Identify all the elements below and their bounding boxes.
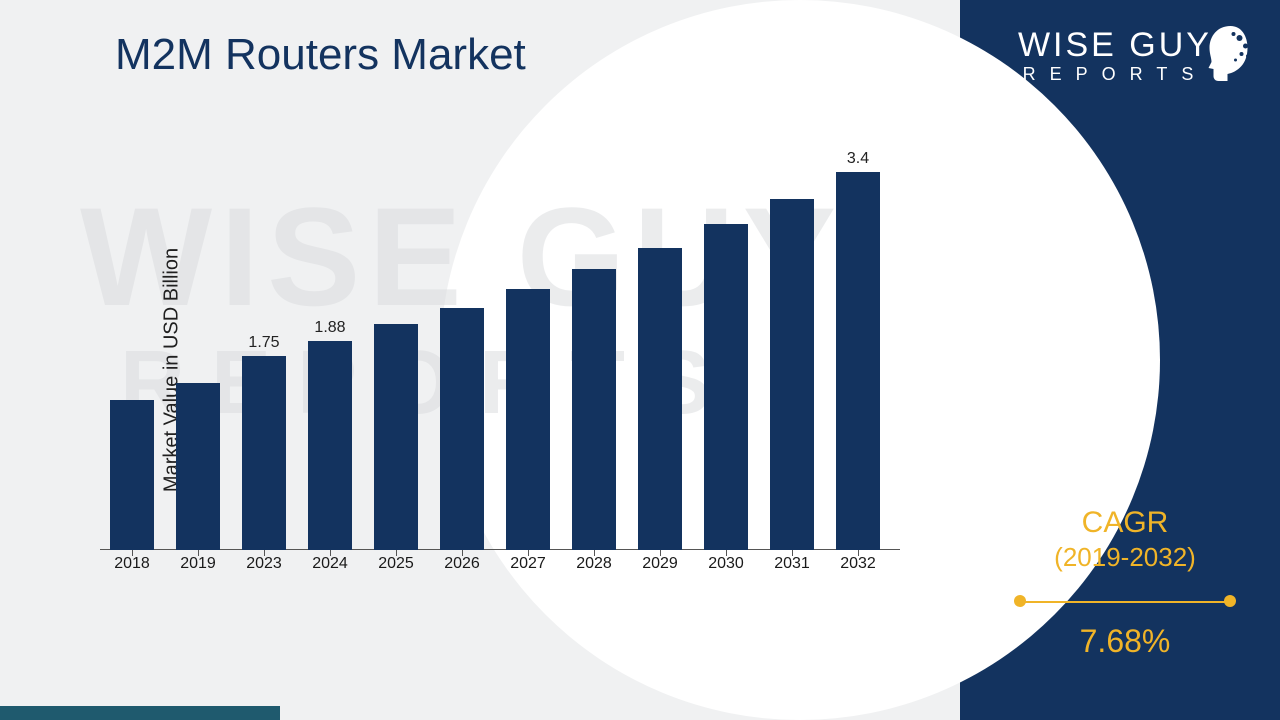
cagr-value: 7.68% bbox=[1000, 623, 1250, 660]
cagr-block: CAGR (2019-2032) 7.68% bbox=[1000, 506, 1250, 660]
x-tick-label: 2028 bbox=[564, 555, 624, 573]
chart-area: Market Value in USD Billion 201820191.75… bbox=[70, 150, 900, 590]
head-icon bbox=[1203, 24, 1258, 84]
logo-line2: REPORTS bbox=[1018, 64, 1212, 85]
chart-bar bbox=[242, 356, 286, 550]
x-tick-label: 2024 bbox=[300, 555, 360, 573]
x-tick-label: 2032 bbox=[828, 555, 888, 573]
bar-slot bbox=[572, 269, 616, 550]
bar-slot bbox=[440, 308, 484, 550]
x-tick-label: 2029 bbox=[630, 555, 690, 573]
x-tick-label: 2030 bbox=[696, 555, 756, 573]
bar-slot: 3.4 bbox=[836, 172, 880, 550]
chart-bar bbox=[836, 172, 880, 550]
page-root: WISE GUY REPORTS M2M Routers Market Mark… bbox=[0, 0, 1280, 720]
chart-bar bbox=[506, 289, 550, 550]
cagr-divider bbox=[1010, 591, 1240, 611]
bar-slot: 1.88 bbox=[308, 341, 352, 550]
bar-slot bbox=[374, 324, 418, 550]
bottom-accent-bar bbox=[0, 706, 280, 720]
logo-line1: WISE GUY bbox=[1018, 28, 1212, 62]
x-tick-label: 2027 bbox=[498, 555, 558, 573]
chart-bar bbox=[308, 341, 352, 550]
chart-bar bbox=[110, 400, 154, 550]
chart-bar bbox=[770, 199, 814, 550]
cagr-title: CAGR bbox=[1000, 506, 1250, 540]
cagr-period: (2019-2032) bbox=[1000, 542, 1250, 573]
chart-bar bbox=[572, 269, 616, 550]
brand-logo: WISE GUY REPORTS bbox=[1018, 28, 1252, 85]
bar-slot bbox=[176, 383, 220, 550]
chart-title: M2M Routers Market bbox=[115, 30, 526, 80]
cagr-dot-right bbox=[1224, 595, 1236, 607]
chart-bar bbox=[374, 324, 418, 550]
bar-slot bbox=[638, 248, 682, 550]
chart-bar bbox=[440, 308, 484, 550]
x-tick-label: 2019 bbox=[168, 555, 228, 573]
x-tick-label: 2031 bbox=[762, 555, 822, 573]
x-tick-label: 2018 bbox=[102, 555, 162, 573]
cagr-line bbox=[1020, 601, 1230, 603]
x-tick-label: 2023 bbox=[234, 555, 294, 573]
bar-slot bbox=[770, 199, 814, 550]
bar-slot bbox=[110, 400, 154, 550]
bar-chart-plot: 201820191.7520231.8820242025202620272028… bbox=[100, 150, 900, 550]
bar-value-label: 1.75 bbox=[248, 334, 279, 352]
cagr-dot-left bbox=[1014, 595, 1026, 607]
x-tick-label: 2025 bbox=[366, 555, 426, 573]
chart-bar bbox=[704, 224, 748, 550]
chart-bar bbox=[638, 248, 682, 550]
chart-bar bbox=[176, 383, 220, 550]
bar-slot bbox=[704, 224, 748, 550]
x-tick-label: 2026 bbox=[432, 555, 492, 573]
bar-slot bbox=[506, 289, 550, 550]
bar-slot: 1.75 bbox=[242, 356, 286, 550]
bar-value-label: 1.88 bbox=[314, 319, 345, 337]
bar-value-label: 3.4 bbox=[847, 150, 869, 168]
